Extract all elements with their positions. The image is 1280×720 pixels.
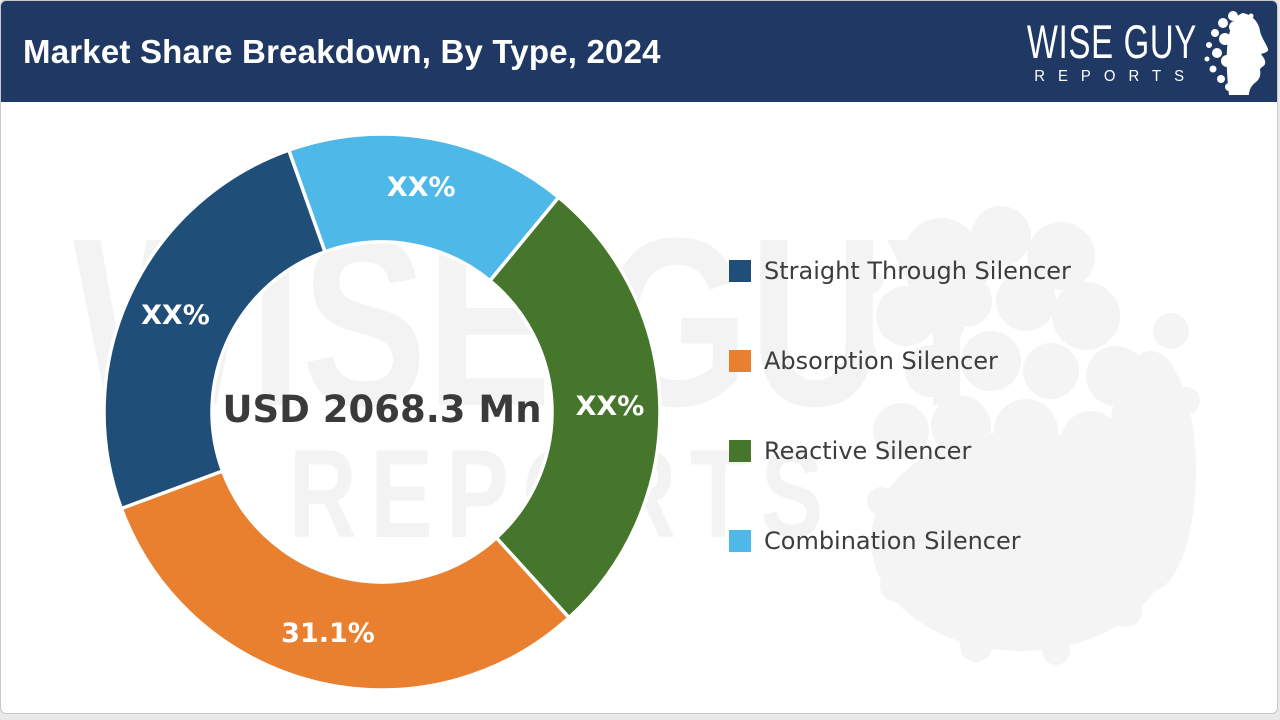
slice-label: XX% <box>576 391 645 422</box>
slice-label: 31.1% <box>281 618 375 649</box>
donut-chart[interactable]: XX% XX% 31.1% XX% <box>1 102 1278 714</box>
legend-item-reactive-silencer[interactable]: Reactive Silencer <box>729 434 1071 468</box>
slice-label: XX% <box>387 172 456 203</box>
slice-label: XX% <box>141 300 210 331</box>
brand-face-icon <box>1204 11 1269 95</box>
page-title: Market Share Breakdown, By Type, 2024 <box>23 32 661 70</box>
brand-subname: REPORTS <box>1034 68 1197 85</box>
legend-label: Combination Silencer <box>764 527 1021 555</box>
brand-logo: WISE GUY REPORTS <box>954 5 1269 99</box>
legend-label: Reactive Silencer <box>764 437 972 465</box>
header-bar: Market Share Breakdown, By Type, 2024 WI… <box>1 1 1277 102</box>
legend-label: Absorption Silencer <box>764 347 998 375</box>
legend-item-absorption-silencer[interactable]: Absorption Silencer <box>729 344 1071 378</box>
legend-swatch-reactive-silencer <box>729 440 751 462</box>
donut-slice-absorption-silencer[interactable] <box>119 469 571 692</box>
legend-swatch-combination-silencer <box>729 530 751 552</box>
legend-label: Straight Through Silencer <box>764 257 1071 285</box>
chart-total-label: USD 2068.3 Mn <box>222 388 542 431</box>
donut-slice-straight-through-silencer[interactable] <box>102 148 327 511</box>
chart-legend: Straight Through Silencer Absorption Sil… <box>729 254 1071 614</box>
donut-slice-reactive-silencer[interactable] <box>488 195 662 620</box>
legend-swatch-absorption-silencer <box>729 350 751 372</box>
legend-item-straight-through-silencer[interactable]: Straight Through Silencer <box>729 254 1071 288</box>
chart-area: WISE GUY REPORTS <box>1 102 1278 714</box>
brand-name: WISE GUY <box>1026 15 1197 68</box>
brand-logo-text: WISE GUY REPORTS <box>954 18 1197 86</box>
legend-swatch-straight-through-silencer <box>729 260 751 282</box>
legend-item-combination-silencer[interactable]: Combination Silencer <box>729 524 1071 558</box>
